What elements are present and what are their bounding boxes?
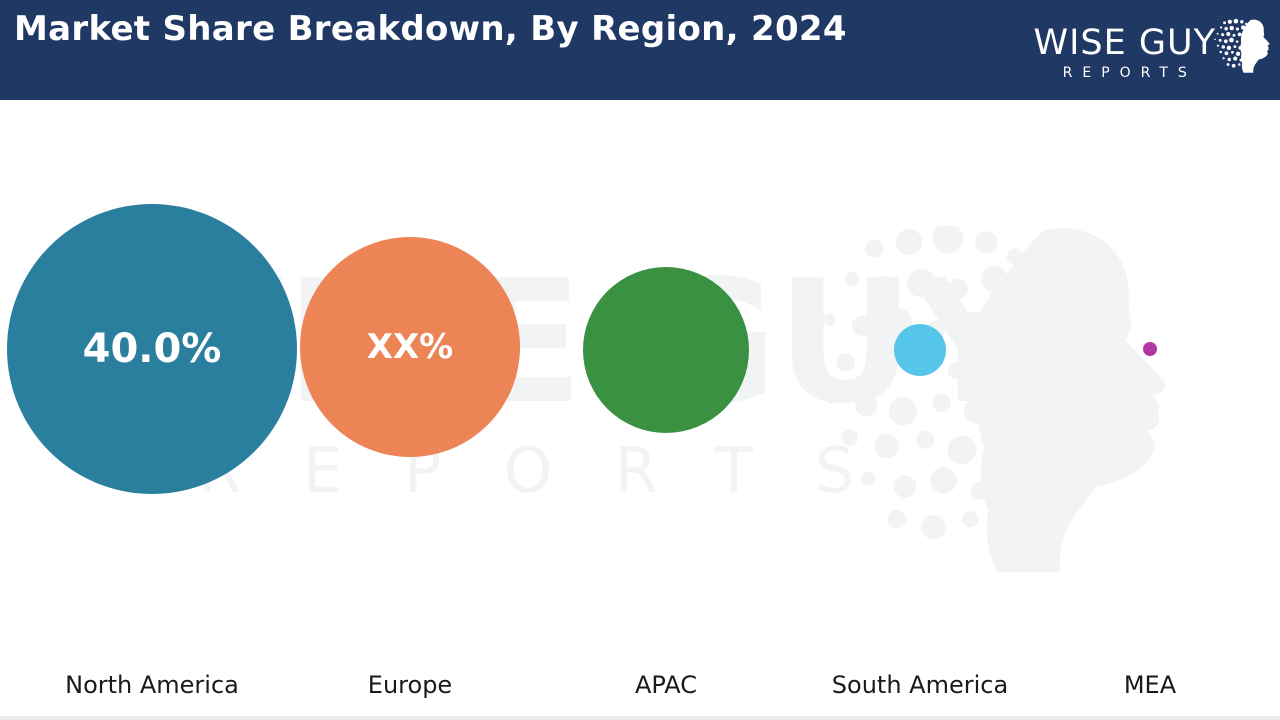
category-label-south-america: South America xyxy=(831,671,1009,699)
brand-name: WISE GUY xyxy=(1033,23,1216,63)
category-label-north-america: North America xyxy=(65,671,239,699)
brand-wordmark: WISE GUY REPORTS xyxy=(1033,23,1216,81)
bubble-mea xyxy=(1143,342,1157,356)
footer-strip xyxy=(0,716,1280,720)
bubble-apac xyxy=(583,267,749,433)
category-label-mea: MEA xyxy=(1123,671,1177,699)
brand-subtitle: REPORTS xyxy=(1062,65,1197,81)
page-title: Market Share Breakdown, By Region, 2024 xyxy=(14,9,847,49)
category-label-europe: Europe xyxy=(367,671,453,699)
bubble-south-america xyxy=(894,324,946,376)
brand-logo: WISE GUY REPORTS xyxy=(1033,4,1272,88)
header-bar: Market Share Breakdown, By Region, 2024 … xyxy=(0,0,1280,100)
bubble-value-north-america: 40.0% xyxy=(82,326,222,372)
dotted-head-profile-icon xyxy=(1214,18,1270,73)
category-label-apac: APAC xyxy=(634,671,698,699)
bubble-value-europe: XX% xyxy=(366,327,454,367)
bubble-north-america: 40.0% xyxy=(7,204,297,494)
bubble-europe: XX% xyxy=(300,237,520,457)
watermark-reports-text: REPORTS xyxy=(198,434,917,507)
